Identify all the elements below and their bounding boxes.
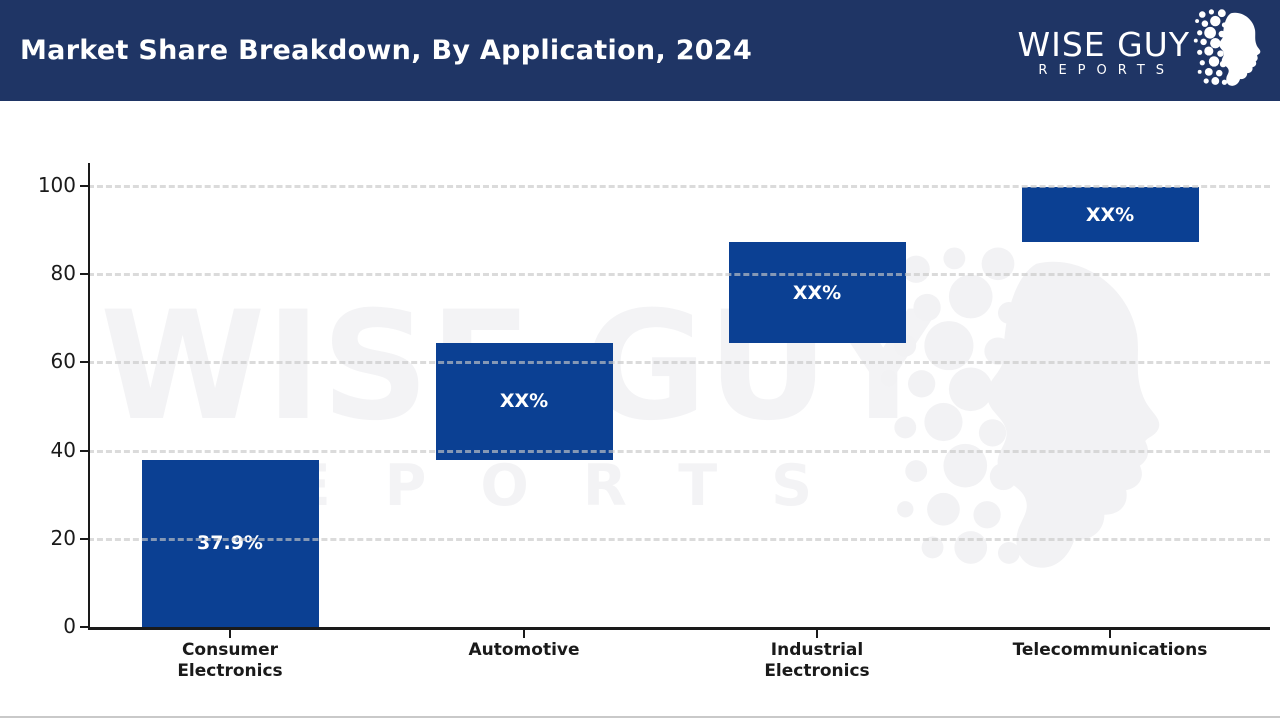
y-tick-80 [80, 273, 88, 276]
brand-subtitle: REPORTS [1038, 63, 1176, 78]
y-tick-100 [80, 185, 88, 187]
gridline-40 [88, 449, 1270, 453]
y-tick-20 [80, 537, 88, 540]
x-tick-telecommunications [1109, 630, 1111, 638]
brand-logo-text: WISE GUY REPORTS [1017, 28, 1190, 77]
y-tick-0 [80, 626, 88, 628]
y-tick-label-60: 60 [50, 349, 76, 374]
y-tick-label-40: 40 [50, 437, 76, 462]
x-tick-automotive [523, 630, 525, 638]
y-tick-60 [80, 361, 88, 364]
brand-logo: WISE GUY REPORTS [1017, 8, 1266, 94]
page-title: Market Share Breakdown, By Application, … [20, 35, 753, 66]
x-category-label-automotive: Automotive [468, 640, 580, 660]
y-tick-label-100: 100 [37, 173, 76, 197]
gridline-80 [88, 273, 1270, 277]
y-tick-label-80: 80 [50, 261, 76, 286]
watermark-head-icon [880, 247, 1160, 568]
x-category-label-industrial-electronics: Industrial Electronics [764, 640, 870, 681]
y-tick-40 [80, 449, 88, 452]
x-category-label-telecommunications: Telecommunications [1012, 640, 1208, 660]
header-bar: Market Share Breakdown, By Application, … [0, 0, 1280, 101]
x-tick-consumer-electronics [229, 630, 231, 638]
x-tick-industrial-electronics [816, 630, 818, 638]
bottom-divider [0, 716, 1280, 718]
bar-consumer-electronics: 37.9% [141, 459, 319, 627]
bar-telecommunications: XX% [1021, 187, 1199, 243]
brand-name: WISE GUY [1017, 25, 1190, 64]
y-tick-label-0: 0 [63, 614, 76, 638]
gridline-20 [88, 537, 1270, 541]
bar-industrial-electronics: XX% [728, 242, 906, 343]
bar-value-label: 37.9% [197, 532, 263, 555]
gridline-60 [88, 361, 1270, 365]
bar-value-label: XX% [499, 390, 549, 413]
wise-guy-head-icon [1193, 8, 1261, 86]
x-axis-line [88, 627, 1270, 630]
bar-value-label: XX% [1085, 203, 1135, 226]
bar-value-label: XX% [792, 281, 842, 304]
y-tick-label-20: 20 [50, 525, 76, 550]
gridline-100 [88, 185, 1270, 188]
x-category-label-consumer-electronics: Consumer Electronics [177, 640, 283, 681]
y-axis-line [88, 163, 90, 629]
